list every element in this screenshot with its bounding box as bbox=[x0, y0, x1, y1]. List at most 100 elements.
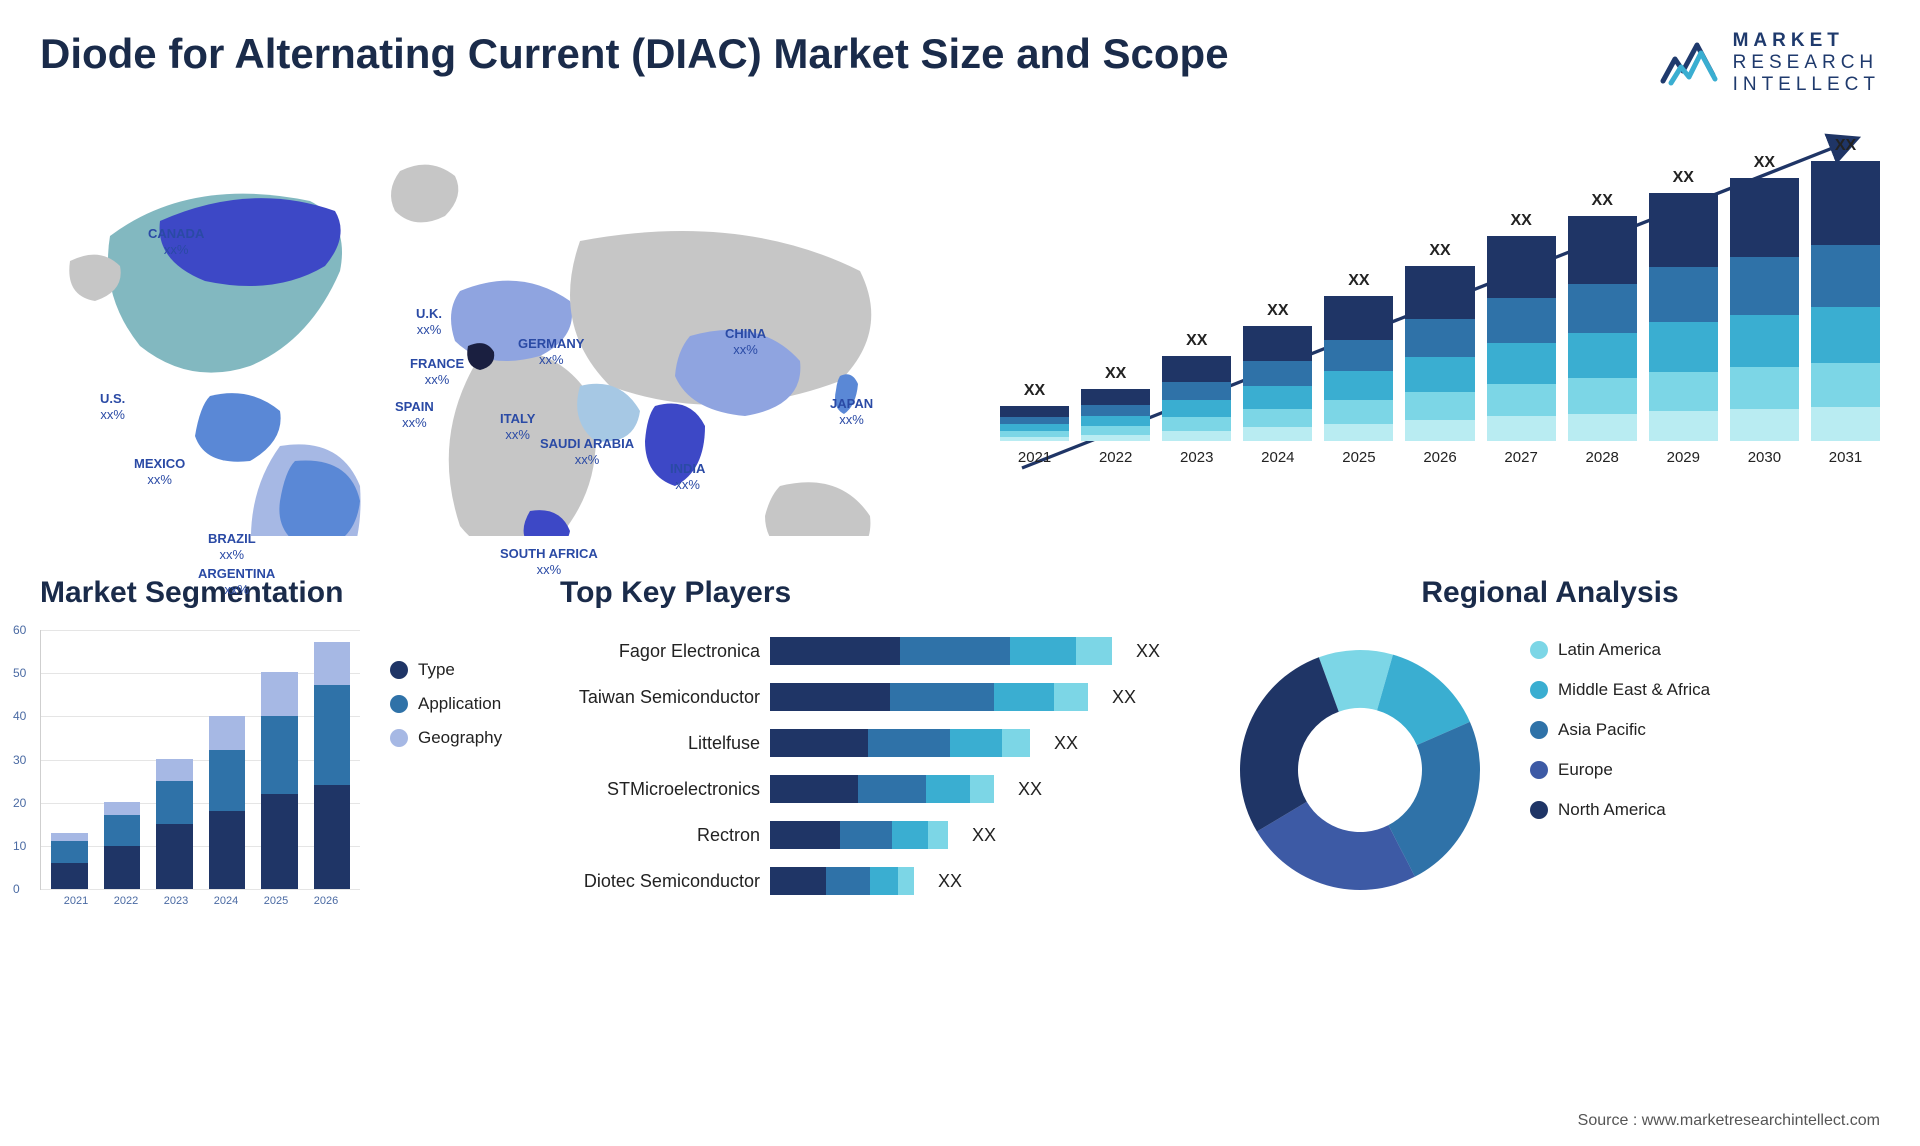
x-axis-label: 2021 bbox=[64, 895, 88, 907]
x-axis-label: 2024 bbox=[214, 895, 238, 907]
legend-item: Europe bbox=[1530, 760, 1710, 780]
main-bar: XX 2021 bbox=[1000, 156, 1069, 466]
country-label: FRANCExx% bbox=[410, 356, 464, 387]
country-label: BRAZILxx% bbox=[208, 531, 256, 562]
y-axis-label: 30 bbox=[13, 753, 26, 767]
bar-year-label: 2028 bbox=[1586, 449, 1619, 466]
bar-value-label: XX bbox=[1510, 212, 1531, 230]
x-axis-label: 2022 bbox=[114, 895, 138, 907]
country-label: ARGENTINAxx% bbox=[198, 566, 275, 597]
bar-value-label: XX bbox=[1835, 137, 1856, 155]
country-label: CANADAxx% bbox=[148, 226, 204, 257]
country-label: U.K.xx% bbox=[416, 306, 442, 337]
bar-year-label: 2024 bbox=[1261, 449, 1294, 466]
legend-item: Application bbox=[390, 694, 502, 714]
player-value: XX bbox=[1054, 733, 1078, 754]
main-bar: XX 2028 bbox=[1568, 156, 1637, 466]
player-name: Taiwan Semiconductor bbox=[560, 687, 770, 708]
regional-title: Regional Analysis bbox=[1220, 576, 1880, 610]
seg-bar bbox=[261, 672, 298, 889]
source-footer: Source : www.marketresearchintellect.com bbox=[1578, 1112, 1880, 1130]
player-row: Fagor Electronica XX bbox=[560, 630, 1180, 672]
player-name: Littelfuse bbox=[560, 733, 770, 754]
country-label: JAPANxx% bbox=[830, 396, 873, 427]
bar-year-label: 2023 bbox=[1180, 449, 1213, 466]
regional-donut bbox=[1220, 630, 1500, 910]
bar-year-label: 2027 bbox=[1504, 449, 1537, 466]
x-axis-label: 2026 bbox=[314, 895, 338, 907]
player-row: Taiwan SemiconductorXX bbox=[560, 676, 1180, 718]
brand-logo: MARKET RESEARCH INTELLECT bbox=[1657, 30, 1880, 96]
player-value: XX bbox=[938, 871, 962, 892]
legend-item: Middle East & Africa bbox=[1530, 680, 1710, 700]
seg-bar bbox=[51, 833, 88, 889]
bar-year-label: 2030 bbox=[1748, 449, 1781, 466]
player-value: XX bbox=[972, 825, 996, 846]
market-size-chart: XX2021XX2022XX2023XX2024XX2025XX2026XX20… bbox=[1000, 116, 1880, 536]
main-bar: XX 2027 bbox=[1487, 156, 1556, 466]
bar-year-label: 2029 bbox=[1667, 449, 1700, 466]
seg-bar bbox=[104, 802, 141, 889]
logo-line2: RESEARCH bbox=[1733, 52, 1880, 74]
bar-value-label: XX bbox=[1348, 272, 1369, 290]
bar-value-label: XX bbox=[1754, 154, 1775, 172]
x-axis-label: 2023 bbox=[164, 895, 188, 907]
bar-value-label: XX bbox=[1673, 169, 1694, 187]
bar-year-label: 2022 bbox=[1099, 449, 1132, 466]
world-map: CANADAxx%U.S.xx%MEXICOxx%BRAZILxx%ARGENT… bbox=[40, 116, 940, 536]
main-bar: XX 2022 bbox=[1081, 156, 1150, 466]
y-axis-label: 20 bbox=[13, 796, 26, 810]
country-label: SPAINxx% bbox=[395, 399, 434, 430]
legend-item: North America bbox=[1530, 800, 1710, 820]
main-bar: XX2031 bbox=[1811, 156, 1880, 466]
bar-value-label: XX bbox=[1592, 192, 1613, 210]
logo-line1: MARKET bbox=[1733, 30, 1880, 52]
player-row: STMicroelectronicsXX bbox=[560, 768, 1180, 810]
player-row: Littelfuse XX bbox=[560, 722, 1180, 764]
player-name: STMicroelectronics bbox=[560, 779, 770, 800]
bar-value-label: XX bbox=[1186, 332, 1207, 350]
country-label: ITALYxx% bbox=[500, 411, 535, 442]
main-bar: XX 2030 bbox=[1730, 156, 1799, 466]
players-chart: Fagor ElectronicaXXTaiwan SemiconductorX… bbox=[560, 630, 1180, 902]
y-axis-label: 50 bbox=[13, 666, 26, 680]
logo-line3: INTELLECT bbox=[1733, 74, 1880, 96]
seg-bar bbox=[209, 716, 246, 889]
bar-value-label: XX bbox=[1429, 242, 1450, 260]
bar-year-label: 2031 bbox=[1829, 449, 1862, 466]
country-label: MEXICOxx% bbox=[134, 456, 185, 487]
y-axis-label: 10 bbox=[13, 839, 26, 853]
player-name: Fagor Electronica bbox=[560, 641, 770, 662]
player-name: Diotec Semiconductor bbox=[560, 871, 770, 892]
bar-year-label: 2021 bbox=[1018, 449, 1051, 466]
player-value: XX bbox=[1136, 641, 1160, 662]
seg-bar bbox=[156, 759, 193, 889]
country-label: GERMANYxx% bbox=[518, 336, 584, 367]
bar-year-label: 2025 bbox=[1342, 449, 1375, 466]
donut-segment bbox=[1240, 657, 1339, 831]
segmentation-title: Market Segmentation bbox=[40, 576, 520, 610]
bar-value-label: XX bbox=[1024, 382, 1045, 400]
player-row: Diotec Semiconductor XX bbox=[560, 860, 1180, 902]
country-label: U.S.xx% bbox=[100, 391, 125, 422]
player-row: RectronXX bbox=[560, 814, 1180, 856]
y-axis-label: 0 bbox=[13, 882, 20, 896]
regional-legend: Latin AmericaMiddle East & AfricaAsia Pa… bbox=[1530, 640, 1710, 820]
country-label: SOUTH AFRICAxx% bbox=[500, 546, 598, 577]
y-axis-label: 60 bbox=[13, 623, 26, 637]
main-bar: XX 2029 bbox=[1649, 156, 1718, 466]
main-bar: XX2026 bbox=[1405, 156, 1474, 466]
y-axis-label: 40 bbox=[13, 709, 26, 723]
main-bar: XX 2023 bbox=[1162, 156, 1231, 466]
segmentation-chart: 0102030405060202120222023202420252026 bbox=[40, 630, 360, 890]
players-title: Top Key Players bbox=[560, 576, 1180, 610]
main-bar: XX 2024 bbox=[1243, 156, 1312, 466]
page-title: Diode for Alternating Current (DIAC) Mar… bbox=[40, 30, 1229, 78]
main-bar: XX 2025 bbox=[1324, 156, 1393, 466]
legend-item: Latin America bbox=[1530, 640, 1710, 660]
seg-bar bbox=[314, 642, 351, 889]
bar-value-label: XX bbox=[1267, 302, 1288, 320]
country-label: SAUDI ARABIAxx% bbox=[540, 436, 634, 467]
legend-item: Type bbox=[390, 660, 502, 680]
bar-value-label: XX bbox=[1105, 365, 1126, 383]
